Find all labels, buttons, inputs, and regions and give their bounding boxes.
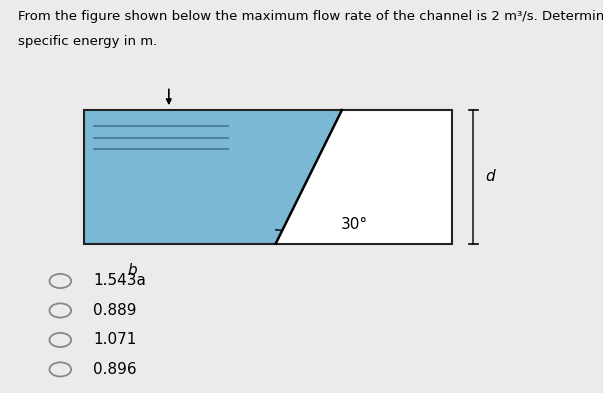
Text: 30°: 30°: [341, 217, 368, 231]
Text: From the figure shown below the maximum flow rate of the channel is 2 m³/s. Dete: From the figure shown below the maximum …: [18, 10, 603, 23]
Text: 0.896: 0.896: [93, 362, 137, 377]
Text: 1.543a: 1.543a: [93, 274, 147, 288]
Text: d: d: [485, 169, 495, 184]
Text: 1.071: 1.071: [93, 332, 137, 347]
Text: 0.889: 0.889: [93, 303, 137, 318]
Polygon shape: [84, 110, 342, 244]
Text: specific energy in m.: specific energy in m.: [18, 35, 157, 48]
Text: b: b: [128, 263, 137, 278]
Bar: [84, 110, 452, 244]
Bar: [84, 110, 452, 244]
